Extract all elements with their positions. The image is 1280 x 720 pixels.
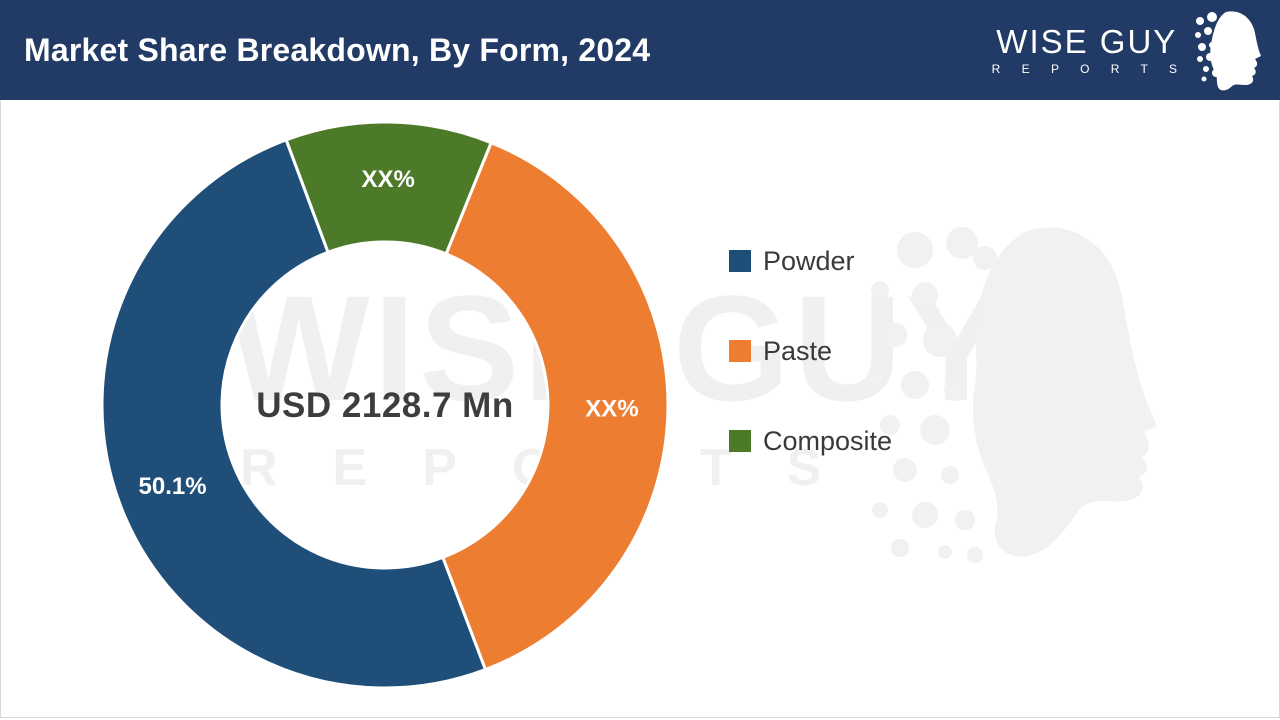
chart-legend: Powder Paste Composite: [729, 245, 893, 520]
logo-wordmark: WISE GUY: [996, 22, 1178, 60]
chart-center-value: USD 2128.7 Mn: [256, 386, 514, 425]
slice-powder: [100, 137, 488, 690]
legend-label-composite: Composite: [763, 425, 893, 456]
slice-label-composite: XX%: [361, 166, 414, 193]
logo-text: WISE GUY R E P O R T S: [988, 25, 1186, 76]
legend-swatch-composite: [729, 430, 751, 452]
legend-item-paste: Paste: [729, 335, 892, 366]
logo-subtitle: R E P O R T S: [991, 61, 1186, 76]
legend-item-composite: Composite: [729, 425, 893, 456]
page-title: Market Share Breakdown, By Form, 2024: [24, 31, 651, 68]
legend-swatch-paste: [729, 340, 751, 362]
header-bar: Market Share Breakdown, By Form, 2024 WI…: [0, 0, 1280, 100]
legend-label-paste: Paste: [763, 335, 833, 366]
slice-paste: [440, 140, 670, 672]
wiseguy-logo: WISE GUY R E P O R T S: [988, 7, 1280, 93]
legend-label-powder: Powder: [763, 245, 855, 276]
logo-face-icon: [1195, 11, 1261, 91]
legend-item-powder: Powder: [729, 245, 892, 276]
slice-label-powder: 50.1%: [139, 473, 207, 500]
legend-swatch-powder: [729, 250, 751, 272]
slice-label-paste: XX%: [585, 395, 638, 422]
